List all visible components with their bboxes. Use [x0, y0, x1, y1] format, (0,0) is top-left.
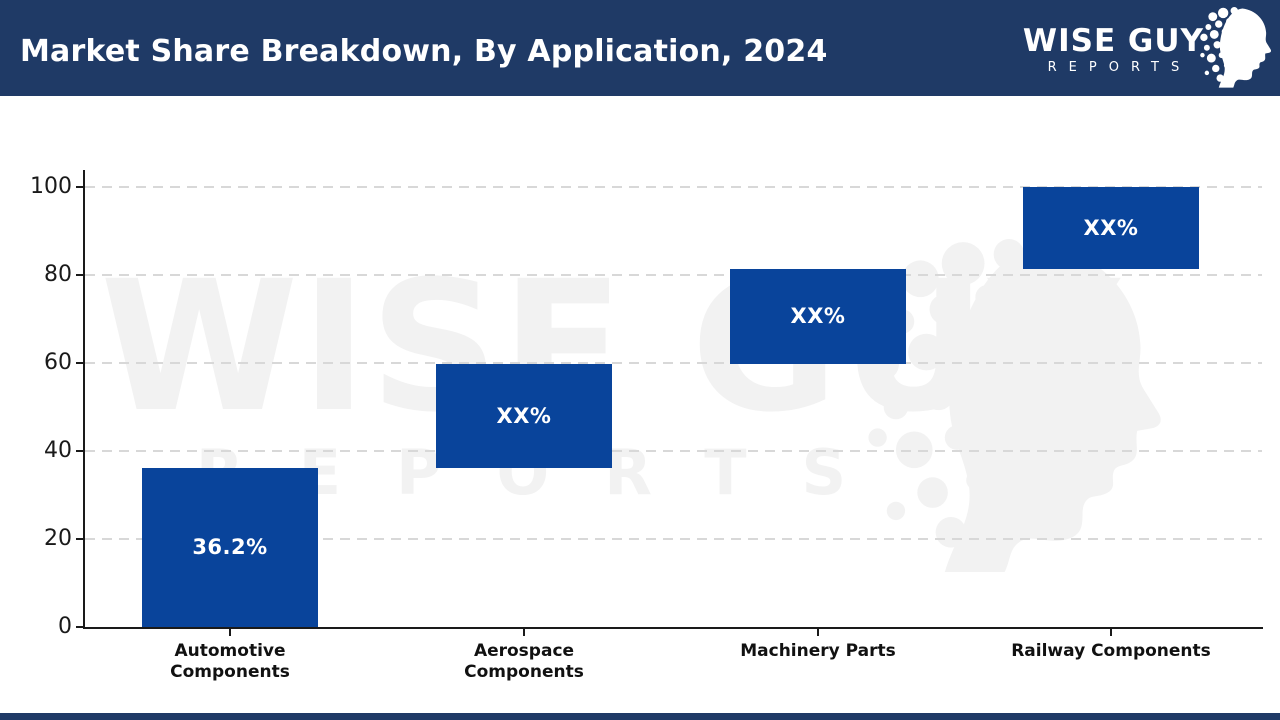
y-tick-60: [76, 362, 84, 364]
bar-railway-components: XX%: [1023, 187, 1199, 269]
logo-text-block: WISE GUY REPORTS: [1023, 25, 1204, 75]
y-tick-20: [76, 538, 84, 540]
header-bar: Market Share Breakdown, By Application, …: [0, 0, 1280, 96]
bar-value-label: XX%: [1083, 215, 1139, 240]
x-tick-0: [229, 628, 231, 636]
bar-value-label: 36.2%: [192, 535, 268, 560]
logo-reports-label: REPORTS: [1047, 59, 1192, 75]
bar-value-label: XX%: [496, 403, 552, 428]
category-label-2: Machinery Parts: [671, 641, 965, 662]
gridline-80: [85, 274, 1262, 276]
category-label-0: Automotive Components: [83, 641, 377, 683]
gridline-20: [85, 538, 1262, 540]
category-label-line: Components: [464, 662, 584, 682]
wiseguy-head-icon: [1198, 6, 1272, 88]
y-tick-label-80: 80: [44, 262, 72, 287]
category-label-line: Automotive: [174, 641, 286, 661]
bar-aerospace-components: XX%: [436, 363, 612, 468]
x-tick-2: [817, 628, 819, 636]
y-tick-label-40: 40: [44, 438, 72, 463]
x-tick-1: [523, 628, 525, 636]
y-tick-0: [76, 626, 84, 628]
x-axis-line: [83, 627, 1263, 629]
wise-guy-reports-logo: WISE GUY REPORTS: [1023, 6, 1272, 88]
category-label-3: Railway Components: [964, 641, 1258, 662]
y-tick-label-60: 60: [44, 350, 72, 375]
logo-wordmark: WISE GUY: [1022, 23, 1204, 60]
y-tick-40: [76, 450, 84, 452]
y-tick-label-100: 100: [30, 174, 72, 199]
gridline-60: [85, 362, 1262, 364]
bar-automotive-components: 36.2%: [142, 467, 318, 627]
category-label-1: Aerospace Components: [377, 641, 671, 683]
page-title: Market Share Breakdown, By Application, …: [20, 34, 828, 69]
y-tick-100: [76, 186, 84, 188]
x-tick-3: [1110, 628, 1112, 636]
category-label-line: Aerospace: [473, 641, 575, 661]
y-axis-line: [83, 170, 85, 629]
gridline-40: [85, 450, 1262, 452]
category-label-line: Railway Components: [1011, 641, 1211, 661]
category-label-line: Machinery Parts: [740, 641, 896, 661]
y-tick-label-20: 20: [44, 526, 72, 551]
y-tick-80: [76, 274, 84, 276]
category-label-line: Components: [170, 662, 290, 682]
bar-value-label: XX%: [790, 304, 846, 329]
gridline-100: [85, 186, 1262, 188]
y-tick-label-0: 0: [58, 614, 72, 639]
footer-bar: [0, 713, 1280, 720]
bar-machinery-parts: XX%: [730, 268, 906, 364]
